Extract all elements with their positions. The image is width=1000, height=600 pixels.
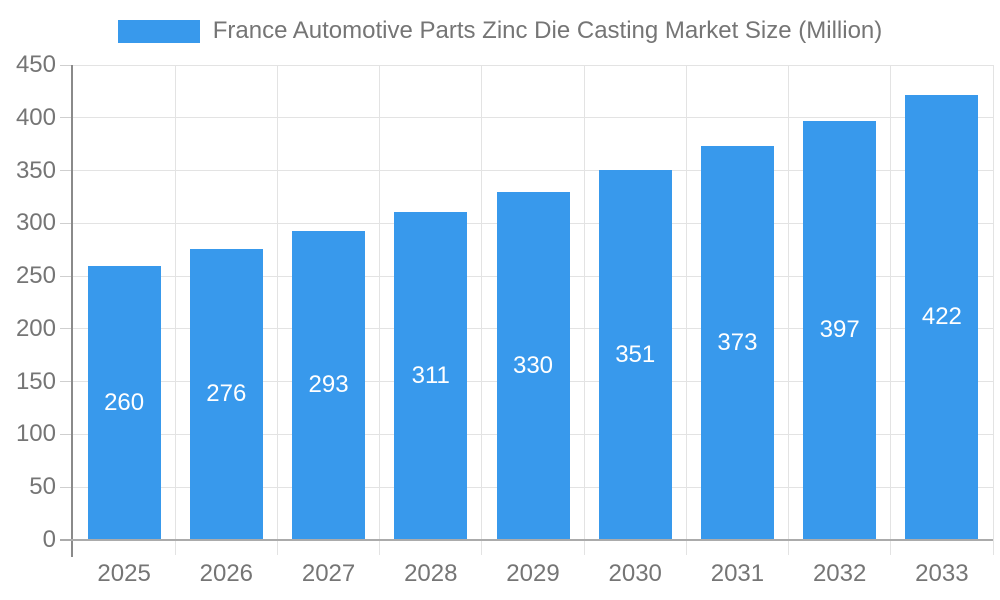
bar-2028[interactable]: 311 <box>394 211 468 540</box>
gridline-vertical <box>788 65 790 555</box>
y-axis-tick-label: 450 <box>15 51 56 78</box>
x-axis-tick-label: 2029 <box>506 560 560 587</box>
y-axis-tick <box>60 64 71 66</box>
y-axis-tick <box>60 381 71 383</box>
gridline-vertical <box>992 65 994 555</box>
bar-value-label: 276 <box>206 380 247 408</box>
y-axis-tick-label: 150 <box>15 367 56 395</box>
bar-value-label: 397 <box>819 316 860 344</box>
bar-2031[interactable]: 373 <box>700 146 774 540</box>
y-axis-tick <box>60 275 71 277</box>
x-axis-tick-label: 2025 <box>97 560 151 587</box>
bar-2029[interactable]: 330 <box>496 191 570 540</box>
bar-2030[interactable]: 351 <box>598 169 672 540</box>
plot-area: 260 276 293 311 330 351 373 397 422 0 50 100 150 200… <box>16 53 994 586</box>
legend[interactable]: France Automotive Parts Zinc Die Casting… <box>0 17 1000 45</box>
gridline-vertical <box>890 65 892 555</box>
bar-2025[interactable]: 260 <box>87 265 161 540</box>
y-axis-tick-label: 100 <box>15 420 56 448</box>
x-axis-tick-label: 2028 <box>404 560 458 587</box>
y-axis-line <box>71 65 73 557</box>
bar-value-label: 330 <box>512 351 554 379</box>
x-axis-line <box>60 539 993 541</box>
y-axis-tick-label: 200 <box>15 314 56 342</box>
y-axis-tick <box>60 117 71 119</box>
x-axis-tick-label: 2027 <box>301 560 356 587</box>
y-axis-tick-label: 250 <box>15 262 56 290</box>
gridline-vertical <box>583 65 585 555</box>
y-axis-tick-label: 0 <box>42 526 56 553</box>
x-axis-tick-label: 2030 <box>608 560 662 587</box>
x-axis-tick-label: 2031 <box>710 560 765 587</box>
y-axis-tick <box>60 170 71 172</box>
bar-2032[interactable]: 397 <box>803 120 877 540</box>
y-axis-tick-label: 50 <box>29 473 56 501</box>
bar-2027[interactable]: 293 <box>292 230 366 540</box>
gridline-vertical <box>276 65 278 555</box>
y-axis-tick <box>60 486 71 488</box>
gridline-vertical <box>481 65 483 555</box>
y-axis-tick <box>60 433 71 435</box>
gridline-vertical <box>685 65 687 555</box>
y-axis-tick <box>60 328 71 330</box>
legend-label: France Automotive Parts Zinc Die Casting… <box>212 17 883 44</box>
bar-value-label: 422 <box>921 303 962 331</box>
bar-value-label: 311 <box>411 361 450 389</box>
gridline-horizontal <box>73 170 993 172</box>
bar-value-label: 293 <box>308 371 349 399</box>
legend-swatch-icon[interactable] <box>117 19 200 43</box>
y-axis-tick-label: 300 <box>15 209 56 237</box>
y-axis-tick-label: 350 <box>15 156 56 184</box>
x-axis-tick-label: 2033 <box>915 560 969 587</box>
y-axis-tick-label: 400 <box>15 103 56 131</box>
gridline-horizontal <box>73 64 993 66</box>
y-axis-tick <box>60 222 71 224</box>
x-axis-tick-label: 2026 <box>199 560 254 587</box>
gridline-vertical <box>379 65 381 555</box>
gridline-vertical <box>174 65 176 555</box>
bar-value-label: 260 <box>104 388 145 416</box>
x-axis-tick-label: 2032 <box>812 560 867 587</box>
bar-2033[interactable]: 422 <box>905 94 979 540</box>
bar-value-label: 373 <box>717 329 758 357</box>
gridline-horizontal <box>73 117 993 119</box>
bar-2026[interactable]: 276 <box>189 248 263 540</box>
bar-value-label: 351 <box>615 340 656 368</box>
